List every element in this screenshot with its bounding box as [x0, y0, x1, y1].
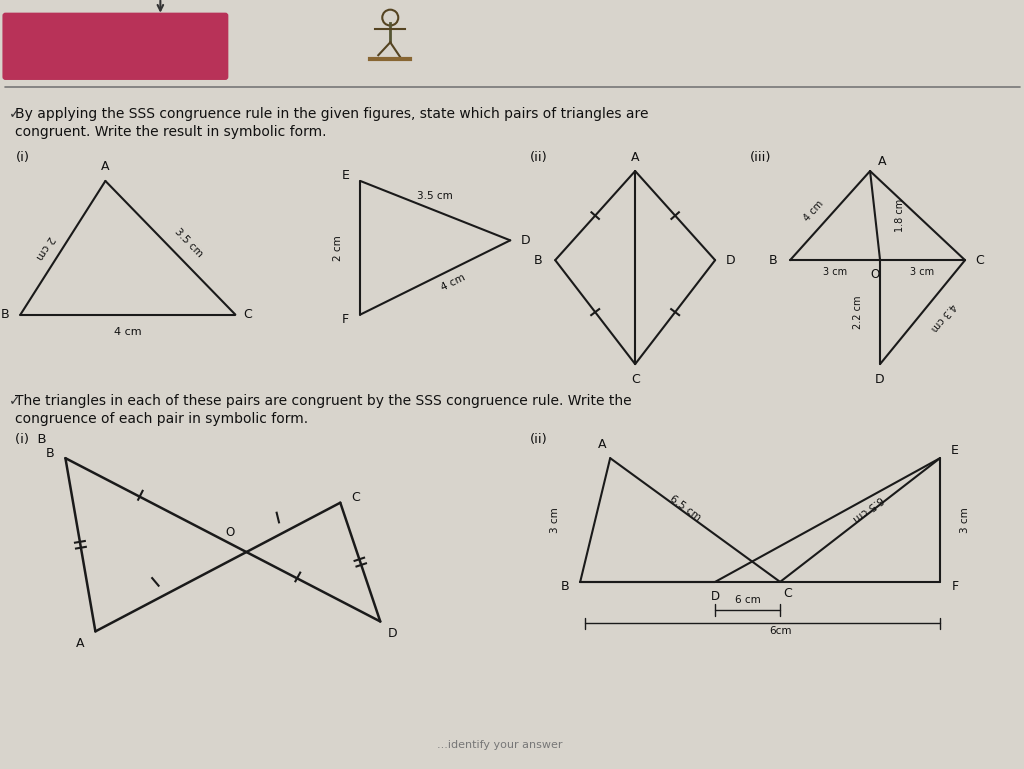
- Text: 2.2 cm: 2.2 cm: [853, 295, 863, 329]
- Text: B: B: [561, 581, 569, 594]
- Text: F: F: [342, 313, 349, 326]
- Text: B: B: [534, 254, 543, 267]
- Text: O: O: [225, 526, 234, 539]
- Text: 6 cm: 6 cm: [735, 594, 761, 604]
- Text: C: C: [243, 308, 252, 321]
- Text: E: E: [341, 169, 349, 182]
- Text: (ii): (ii): [530, 434, 548, 446]
- Text: C: C: [351, 491, 359, 504]
- Text: 3 cm: 3 cm: [961, 507, 970, 533]
- Text: (iii): (iii): [751, 151, 772, 165]
- Text: ✓: ✓: [8, 394, 20, 408]
- Text: 6.5 cm: 6.5 cm: [668, 494, 702, 523]
- Text: A: A: [878, 155, 887, 168]
- Text: B: B: [46, 447, 54, 460]
- Text: A: A: [76, 637, 85, 650]
- Text: D: D: [520, 234, 530, 247]
- Text: D: D: [711, 591, 720, 603]
- Text: C: C: [976, 254, 984, 267]
- Text: congruent. Write the result in symbolic form.: congruent. Write the result in symbolic …: [15, 125, 327, 138]
- Text: E: E: [951, 444, 958, 457]
- Text: By applying the SSS congruence rule in the given figures, state which pairs of t: By applying the SSS congruence rule in t…: [15, 107, 649, 121]
- Text: 4 cm: 4 cm: [439, 272, 467, 293]
- Text: F: F: [951, 581, 958, 594]
- Text: 2 cm: 2 cm: [34, 235, 56, 261]
- Text: D: D: [387, 627, 397, 640]
- Text: C: C: [631, 374, 640, 387]
- Text: A: A: [101, 160, 110, 172]
- Text: (ii): (ii): [530, 151, 548, 165]
- Text: 2 cm: 2 cm: [333, 235, 343, 261]
- Text: B: B: [1, 308, 10, 321]
- Text: 3 cm: 3 cm: [550, 507, 560, 533]
- Text: The triangles in each of these pairs are congruent by the SSS congruence rule. W: The triangles in each of these pairs are…: [15, 394, 632, 408]
- Text: 3.5 cm: 3.5 cm: [172, 227, 205, 259]
- Text: D: D: [725, 254, 735, 267]
- Text: 3 cm: 3 cm: [910, 267, 935, 277]
- Text: A: A: [598, 438, 606, 451]
- Text: 4 cm: 4 cm: [803, 198, 825, 223]
- Text: C: C: [783, 588, 793, 601]
- Text: D: D: [876, 374, 885, 387]
- Text: 3 cm: 3 cm: [823, 267, 847, 277]
- Text: O: O: [870, 268, 880, 281]
- Text: ...identify your answer: ...identify your answer: [437, 741, 563, 751]
- Text: (i): (i): [15, 151, 30, 165]
- Text: Exercise  13.2: Exercise 13.2: [15, 37, 202, 62]
- Text: 6.5 cm: 6.5 cm: [851, 493, 885, 523]
- Text: A: A: [631, 151, 639, 164]
- Text: 1.8 cm: 1.8 cm: [895, 199, 905, 232]
- Text: 6cm: 6cm: [769, 627, 792, 637]
- Text: ✓: ✓: [8, 107, 20, 121]
- FancyBboxPatch shape: [2, 12, 228, 80]
- Text: 4 cm: 4 cm: [114, 328, 141, 338]
- Text: 3.5 cm: 3.5 cm: [418, 191, 454, 201]
- Text: B: B: [769, 254, 777, 267]
- Text: congruence of each pair in symbolic form.: congruence of each pair in symbolic form…: [15, 411, 308, 425]
- Text: (i)  B: (i) B: [15, 434, 47, 446]
- Text: 4.3 cm: 4.3 cm: [928, 301, 956, 333]
